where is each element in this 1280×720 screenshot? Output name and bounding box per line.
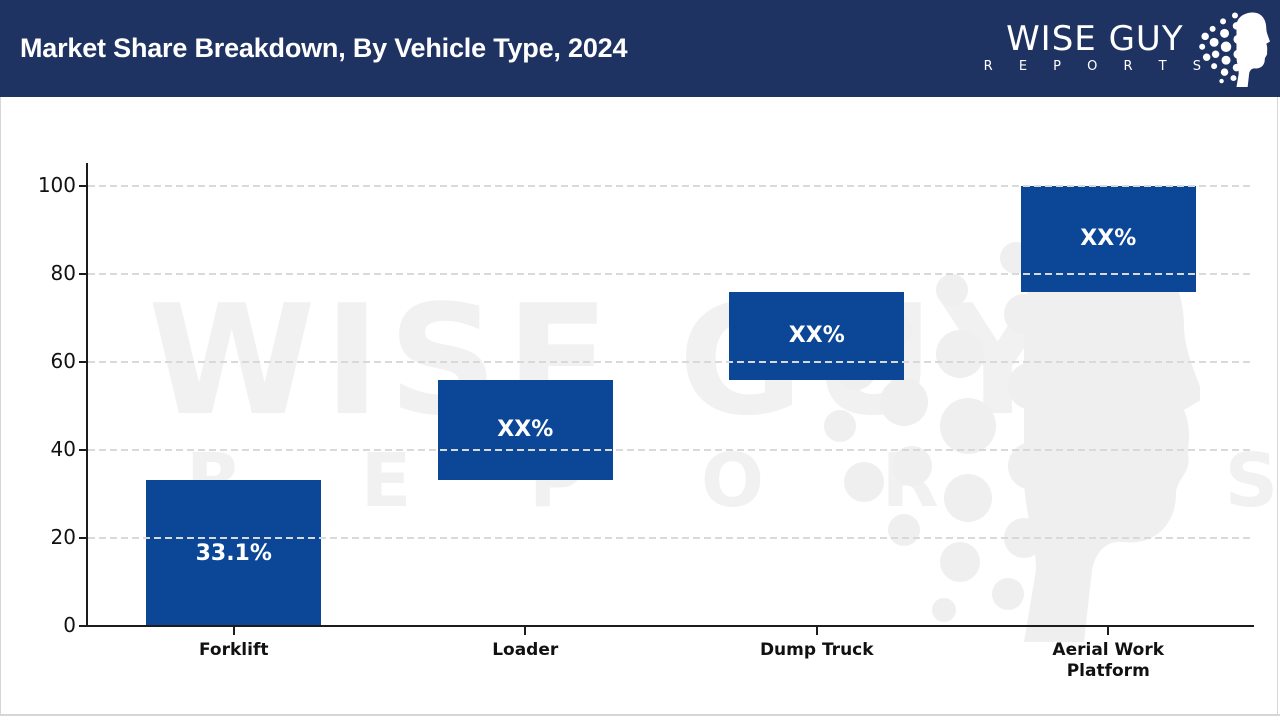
x-category-label-dump-truck: Dump Truck bbox=[697, 640, 937, 661]
bar-value-label: 33.1% bbox=[195, 540, 272, 566]
x-category-label-line: Dump Truck bbox=[759, 640, 874, 660]
grid-line-y100 bbox=[88, 185, 1254, 187]
frame-bottom-line bbox=[0, 714, 1280, 716]
x-category-label-aerial-work-platform: Aerial Work Platform bbox=[988, 640, 1228, 682]
x-tick bbox=[232, 627, 235, 635]
x-category-label-line: Forklift bbox=[199, 640, 269, 660]
header-bar: Market Share Breakdown, By Vehicle Type,… bbox=[0, 0, 1280, 97]
y-tick bbox=[79, 361, 87, 363]
grid-line-y20 bbox=[88, 537, 1254, 539]
y-tick bbox=[79, 273, 87, 275]
bar-value-label: XX% bbox=[788, 323, 845, 349]
brand-subtitle: R E P O R T S bbox=[983, 59, 1212, 74]
y-axis-line bbox=[86, 163, 88, 627]
grid-line-y80 bbox=[88, 273, 1254, 275]
y-tick-label: 20 bbox=[50, 525, 76, 549]
y-tick bbox=[79, 625, 87, 627]
y-tick-label: 100 bbox=[37, 173, 76, 197]
x-tick bbox=[524, 627, 527, 635]
bar-forklift: 33.1% bbox=[146, 480, 322, 626]
y-tick-label: 80 bbox=[50, 261, 76, 285]
grid-line-y60 bbox=[88, 361, 1254, 363]
brand-name: WISE GUY bbox=[1006, 19, 1184, 59]
x-axis-line bbox=[86, 625, 1254, 627]
frame-left-line bbox=[0, 97, 1, 716]
brand-head-icon bbox=[1199, 12, 1270, 88]
x-tick bbox=[815, 627, 818, 635]
bar-value-label: XX% bbox=[1080, 226, 1137, 252]
bar-aerial-work-platform: XX% bbox=[1020, 186, 1196, 292]
bar-dump-truck: XX% bbox=[729, 291, 905, 380]
y-tick-label: 60 bbox=[50, 349, 76, 373]
brand-logo-text: WISE GUY R E P O R T S bbox=[978, 22, 1212, 74]
brand-logo: WISE GUY R E P O R T S bbox=[984, 0, 1270, 97]
y-tick bbox=[79, 537, 87, 539]
x-category-label-forklift: Forklift bbox=[114, 640, 354, 661]
bar-value-label: XX% bbox=[497, 417, 554, 443]
y-tick-label: 40 bbox=[50, 437, 76, 461]
page-title: Market Share Breakdown, By Vehicle Type,… bbox=[20, 33, 628, 63]
bar-loader: XX% bbox=[437, 379, 613, 481]
x-category-label-line: Aerial Work bbox=[1052, 640, 1165, 660]
x-tick bbox=[1107, 627, 1110, 635]
grid-line-y40 bbox=[88, 449, 1254, 451]
x-category-label-line: Platform bbox=[1066, 661, 1150, 681]
y-tick-label: 0 bbox=[63, 613, 76, 637]
y-tick bbox=[79, 185, 87, 187]
x-category-label-loader: Loader bbox=[405, 640, 645, 661]
frame-right-line bbox=[1277, 97, 1278, 716]
y-tick bbox=[79, 449, 87, 451]
x-category-label-line: Loader bbox=[492, 640, 559, 660]
